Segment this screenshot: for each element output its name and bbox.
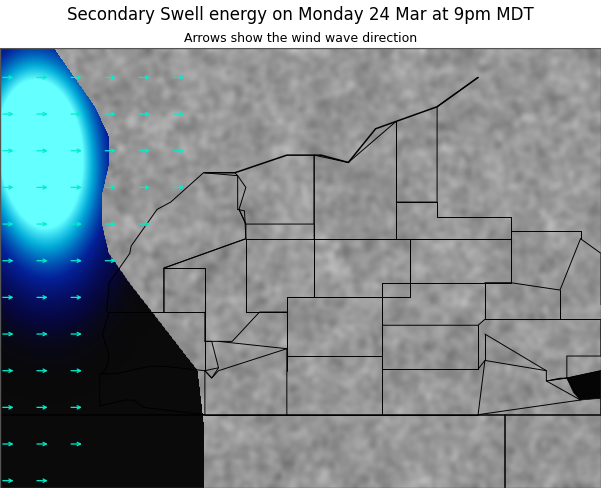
Text: Arrows show the wind wave direction: Arrows show the wind wave direction: [184, 32, 417, 45]
Text: Secondary Swell energy on Monday 24 Mar at 9pm MDT: Secondary Swell energy on Monday 24 Mar …: [67, 6, 534, 24]
Polygon shape: [546, 371, 601, 400]
